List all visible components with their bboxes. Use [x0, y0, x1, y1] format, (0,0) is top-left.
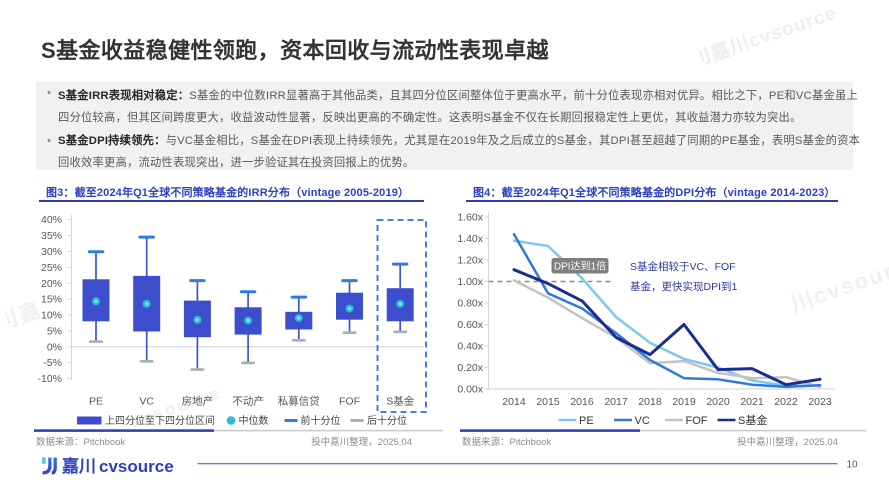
svg-text:2021: 2021	[740, 396, 764, 408]
svg-text:-10%: -10%	[37, 373, 62, 385]
svg-text:0.80x: 0.80x	[457, 298, 483, 310]
svg-text:0%: 0%	[47, 341, 62, 353]
svg-text:35%: 35%	[41, 230, 62, 242]
svg-text:2019: 2019	[672, 396, 696, 408]
svg-text:20%: 20%	[41, 278, 62, 290]
svg-text:投中嘉川整理，2025.04: 投中嘉川整理，2025.04	[311, 436, 412, 448]
svg-text:PE: PE	[89, 396, 103, 408]
svg-text:2015: 2015	[536, 396, 560, 408]
svg-text:40%: 40%	[41, 214, 62, 226]
svg-text:私募信贷: 私募信贷	[278, 395, 320, 408]
svg-text:投中嘉川整理，2025.04: 投中嘉川整理，2025.04	[737, 436, 838, 448]
svg-text:1.60x: 1.60x	[457, 212, 483, 224]
svg-text:上四分位至下四分位区间: 上四分位至下四分位区间	[105, 414, 215, 427]
svg-text:S基金相较于VC、FOF: S基金相较于VC、FOF	[630, 260, 736, 273]
svg-text:房地产: 房地产	[182, 395, 214, 408]
svg-text:0.00x: 0.00x	[457, 384, 483, 396]
svg-text:10%: 10%	[41, 310, 62, 322]
svg-text:2022: 2022	[774, 396, 798, 408]
svg-text:0.40x: 0.40x	[457, 341, 483, 353]
svg-text:不动产: 不动产	[232, 395, 264, 408]
svg-text:0.60x: 0.60x	[457, 319, 483, 331]
svg-text:1.40x: 1.40x	[457, 233, 483, 245]
svg-text:10: 10	[846, 460, 858, 471]
svg-text:5%: 5%	[47, 325, 62, 337]
svg-text:S基金: S基金	[738, 413, 767, 427]
svg-text:FOF: FOF	[339, 396, 360, 408]
svg-text:DPI达到1倍: DPI达到1倍	[554, 260, 606, 273]
svg-text:中位数: 中位数	[239, 414, 269, 427]
svg-text:2014: 2014	[502, 396, 526, 408]
svg-text:前十分位: 前十分位	[301, 414, 341, 427]
svg-text:2023: 2023	[808, 396, 832, 408]
svg-text:S基金: S基金	[386, 395, 415, 408]
svg-text:1.20x: 1.20x	[457, 255, 483, 267]
svg-text:15%: 15%	[41, 294, 62, 306]
svg-text:25%: 25%	[41, 262, 62, 274]
svg-text:数据来源：Pitchbook: 数据来源：Pitchbook	[36, 436, 125, 448]
svg-text:后十分位: 后十分位	[367, 414, 407, 427]
svg-text:30%: 30%	[41, 246, 62, 258]
svg-text:0.20x: 0.20x	[457, 362, 483, 374]
svg-text:2020: 2020	[706, 396, 730, 408]
svg-text:VC: VC	[139, 396, 154, 408]
svg-text:2016: 2016	[570, 396, 594, 408]
svg-text:FOF: FOF	[686, 415, 708, 427]
svg-text:基金，更快实现DPI到1: 基金，更快实现DPI到1	[630, 280, 738, 293]
svg-text:VC: VC	[635, 415, 650, 427]
svg-text:1.00x: 1.00x	[457, 276, 483, 288]
svg-text:2017: 2017	[604, 396, 628, 408]
svg-text:嘉川: 嘉川	[61, 456, 96, 476]
svg-text:数据来源：Pitchbook: 数据来源：Pitchbook	[462, 436, 551, 448]
svg-text:PE: PE	[579, 415, 594, 427]
svg-text:2018: 2018	[638, 396, 662, 408]
svg-text:cvsource: cvsource	[99, 457, 174, 476]
svg-text:-5%: -5%	[43, 357, 62, 369]
